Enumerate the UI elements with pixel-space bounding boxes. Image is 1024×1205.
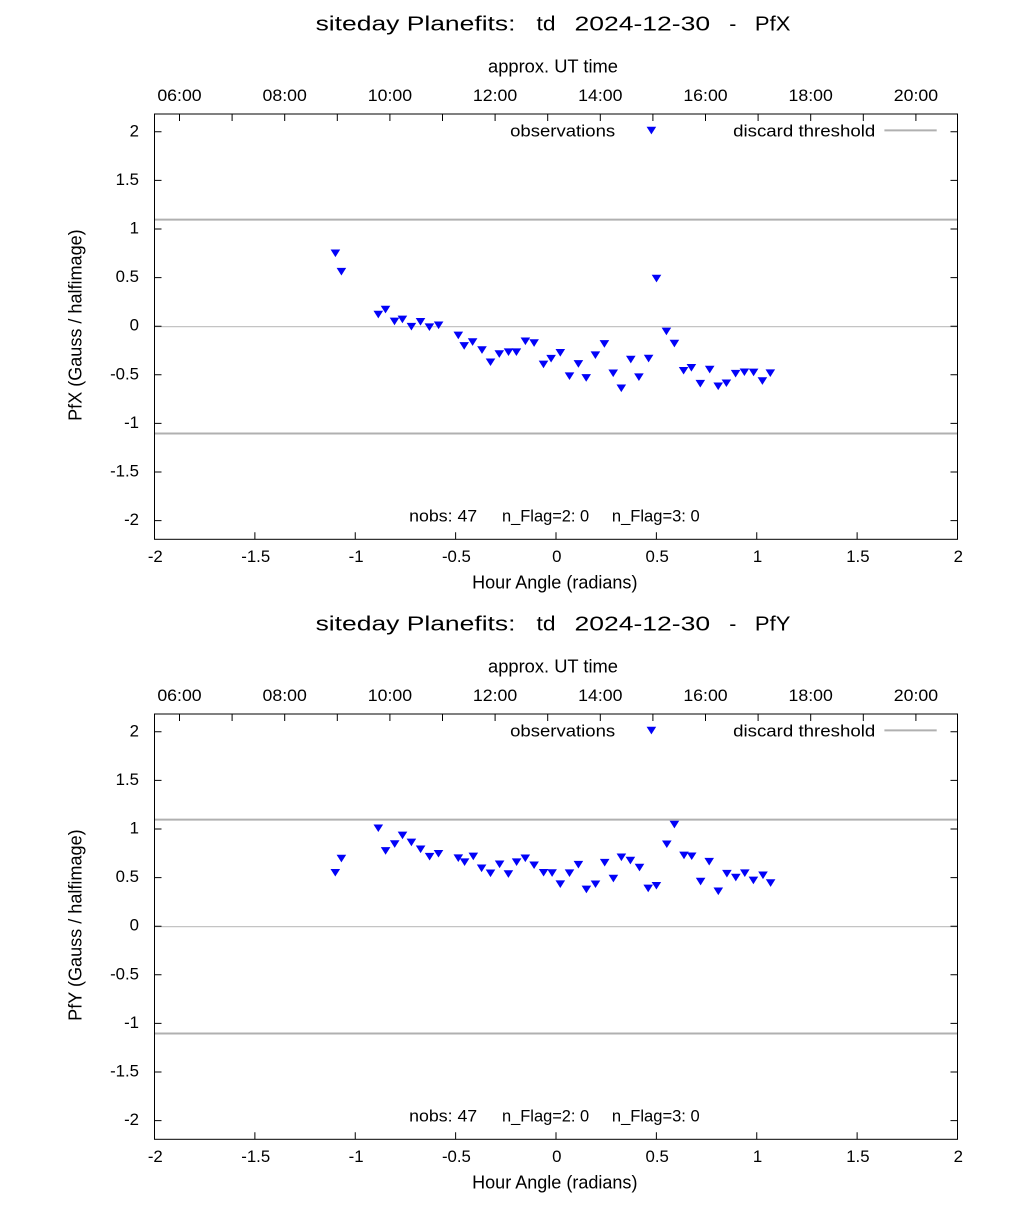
svg-text:2: 2: [130, 721, 139, 740]
svg-text:Hour Angle (radians): Hour Angle (radians): [472, 571, 637, 592]
svg-text:approx. UT time: approx. UT time: [488, 55, 618, 76]
svg-text:-1.5: -1.5: [110, 462, 139, 481]
svg-text:-0.5: -0.5: [110, 364, 139, 383]
svg-text:2: 2: [954, 547, 963, 566]
svg-text:06:00: 06:00: [157, 686, 201, 705]
svg-text:nobs: 47: nobs: 47: [409, 1107, 477, 1126]
svg-text:-1: -1: [124, 1013, 139, 1032]
svg-text:Hour Angle (radians): Hour Angle (radians): [472, 1171, 637, 1192]
svg-text:-: -: [729, 613, 736, 636]
svg-text:-1: -1: [349, 547, 364, 566]
svg-text:-1.5: -1.5: [241, 547, 270, 566]
svg-text:-2: -2: [124, 510, 139, 529]
svg-text:2: 2: [954, 1147, 963, 1166]
svg-text:-0.5: -0.5: [110, 964, 139, 983]
svg-text:siteday Planefits:: siteday Planefits:: [316, 613, 516, 636]
svg-text:discard threshold: discard threshold: [733, 721, 875, 740]
svg-text:0: 0: [130, 316, 139, 335]
svg-text:PfX: PfX: [755, 13, 791, 36]
svg-text:1.5: 1.5: [846, 547, 869, 566]
svg-text:20:00: 20:00: [894, 686, 938, 705]
svg-text:observations: observations: [510, 121, 615, 140]
svg-text:0: 0: [552, 1147, 561, 1166]
svg-text:-1.5: -1.5: [241, 1147, 270, 1166]
svg-text:n_Flag=3: 0: n_Flag=3: 0: [612, 1107, 700, 1126]
svg-text:1.5: 1.5: [116, 170, 139, 189]
svg-text:06:00: 06:00: [157, 86, 201, 105]
svg-text:0.5: 0.5: [646, 1147, 669, 1166]
svg-text:12:00: 12:00: [473, 686, 517, 705]
svg-text:approx. UT time: approx. UT time: [488, 655, 618, 676]
svg-text:2024-12-30: 2024-12-30: [575, 13, 711, 36]
svg-text:nobs: 47: nobs: 47: [409, 507, 477, 526]
svg-text:discard threshold: discard threshold: [733, 121, 875, 140]
svg-text:14:00: 14:00: [578, 686, 622, 705]
svg-text:PfY (Gauss / halfimage): PfY (Gauss / halfimage): [65, 829, 86, 1021]
svg-text:n_Flag=2: 0: n_Flag=2: 0: [502, 507, 589, 526]
svg-text:18:00: 18:00: [789, 686, 833, 705]
svg-text:2: 2: [130, 121, 139, 140]
svg-text:1: 1: [753, 547, 762, 566]
svg-text:1.5: 1.5: [116, 770, 139, 789]
svg-text:n_Flag=3: 0: n_Flag=3: 0: [612, 507, 700, 526]
svg-text:10:00: 10:00: [368, 86, 412, 105]
svg-text:1.5: 1.5: [846, 1147, 869, 1166]
svg-text:n_Flag=2: 0: n_Flag=2: 0: [502, 1107, 589, 1126]
svg-text:12:00: 12:00: [473, 86, 517, 105]
svg-text:-2: -2: [148, 1147, 163, 1166]
svg-text:1: 1: [753, 1147, 762, 1166]
svg-text:PfX (Gauss / halfimage): PfX (Gauss / halfimage): [65, 229, 86, 421]
svg-text:1: 1: [130, 219, 139, 238]
svg-text:-1.5: -1.5: [110, 1062, 139, 1081]
svg-text:20:00: 20:00: [894, 86, 938, 105]
svg-text:-: -: [729, 13, 736, 36]
svg-text:-1: -1: [349, 1147, 364, 1166]
svg-text:siteday Planefits:: siteday Planefits:: [316, 13, 516, 36]
svg-text:td: td: [537, 13, 556, 36]
svg-text:14:00: 14:00: [578, 86, 622, 105]
svg-text:-0.5: -0.5: [442, 1147, 471, 1166]
svg-text:-1: -1: [124, 413, 139, 432]
svg-text:08:00: 08:00: [263, 686, 307, 705]
svg-text:2024-12-30: 2024-12-30: [575, 613, 711, 636]
svg-text:18:00: 18:00: [789, 86, 833, 105]
svg-text:10:00: 10:00: [368, 686, 412, 705]
svg-text:td: td: [537, 613, 556, 636]
svg-text:-2: -2: [124, 1110, 139, 1129]
svg-text:1: 1: [130, 819, 139, 838]
svg-text:16:00: 16:00: [683, 86, 727, 105]
svg-text:0.5: 0.5: [116, 867, 139, 886]
svg-text:0: 0: [552, 547, 561, 566]
svg-text:PfY: PfY: [755, 613, 791, 636]
svg-text:observations: observations: [510, 721, 615, 740]
svg-text:08:00: 08:00: [263, 86, 307, 105]
svg-text:0.5: 0.5: [646, 547, 669, 566]
svg-text:-0.5: -0.5: [442, 547, 471, 566]
svg-text:0.5: 0.5: [116, 267, 139, 286]
svg-text:0: 0: [130, 916, 139, 935]
svg-text:16:00: 16:00: [683, 686, 727, 705]
svg-text:-2: -2: [148, 547, 163, 566]
